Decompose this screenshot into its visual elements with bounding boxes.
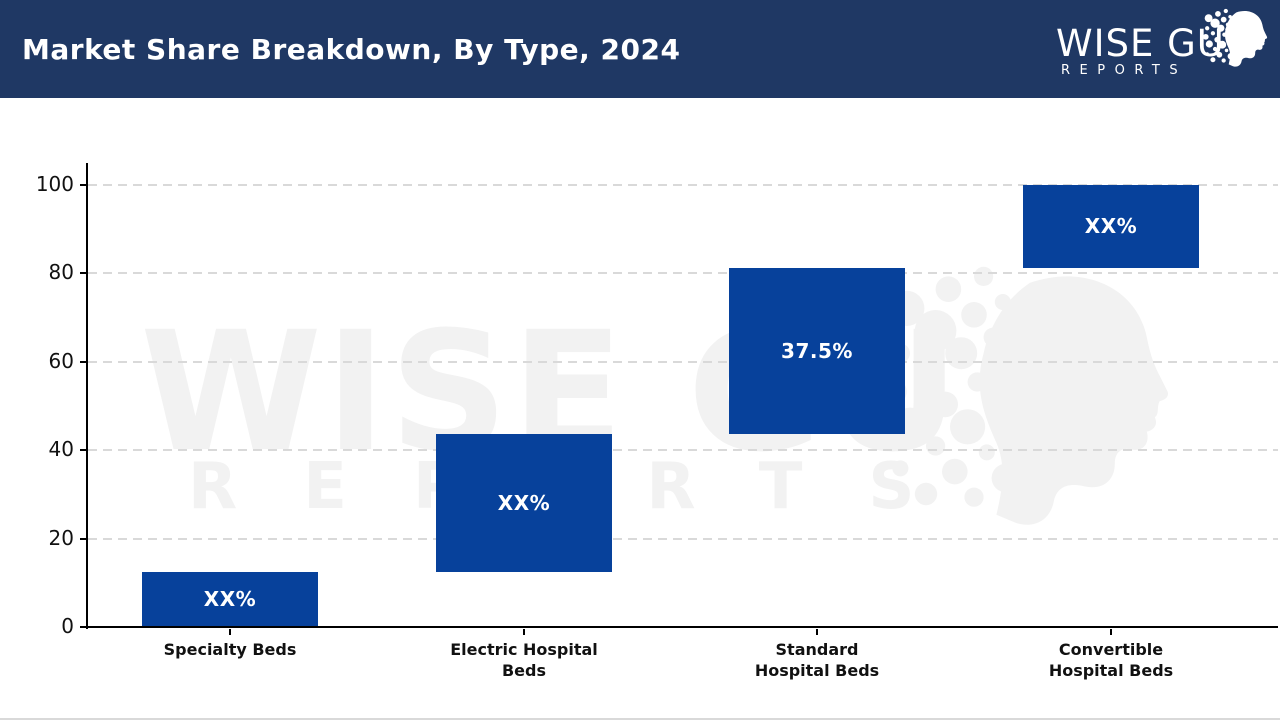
y-tick-label: 20 — [48, 525, 74, 550]
y-tick-mark — [80, 449, 87, 452]
header: Market Share Breakdown, By Type, 2024 WI… — [0, 0, 1280, 98]
page-title: Market Share Breakdown, By Type, 2024 — [22, 32, 681, 66]
bottom-border — [0, 718, 1280, 720]
logo-subtitle: REPORTS — [1061, 63, 1188, 78]
bar: XX% — [436, 433, 612, 572]
y-tick-mark — [80, 537, 87, 540]
y-tick-mark — [80, 272, 87, 275]
gridline — [88, 537, 1278, 540]
y-tick-label: 40 — [48, 437, 74, 462]
gridline — [88, 449, 1278, 452]
bar-value-label: XX% — [1084, 214, 1138, 239]
y-tick-mark — [80, 184, 87, 186]
gridline — [88, 184, 1278, 186]
gridline — [88, 272, 1278, 275]
x-category-label: Convertible Hospital Beds — [1048, 640, 1174, 680]
bar-value-label: XX% — [497, 490, 551, 515]
y-tick-label: 80 — [48, 260, 74, 285]
gridline — [88, 360, 1278, 363]
watermark-face-icon — [881, 266, 1169, 525]
y-tick-label: 60 — [48, 348, 74, 373]
y-tick-label: 100 — [35, 172, 74, 196]
x-category-label: Electric Hospital Beds — [450, 640, 598, 680]
x-category-label: Specialty Beds — [163, 640, 297, 659]
x-tick-mark — [816, 629, 818, 635]
bar-value-label: XX% — [203, 587, 257, 612]
bar: XX% — [1023, 185, 1199, 268]
y-tick-mark — [80, 360, 87, 363]
y-tick-mark — [80, 626, 87, 628]
x-tick-mark — [1110, 629, 1112, 635]
logo-wordmark: WISE GUY — [1056, 22, 1249, 65]
wiseguy-face-icon — [1202, 8, 1268, 67]
chart-area: WISE GU REPORTS 020406080100XX%Specialty… — [0, 98, 1280, 718]
y-tick-label: 0 — [61, 614, 74, 638]
x-tick-mark — [229, 629, 231, 635]
wiseguy-logo: WISE GUY REPORTS — [1030, 0, 1280, 98]
x-axis-line — [86, 626, 1278, 628]
bar-value-label: 37.5% — [781, 338, 853, 363]
x-tick-mark — [523, 629, 525, 635]
x-category-label: Standard Hospital Beds — [754, 640, 880, 680]
y-axis-line — [86, 163, 88, 629]
bar: 37.5% — [729, 267, 905, 434]
bar: XX% — [142, 571, 318, 627]
